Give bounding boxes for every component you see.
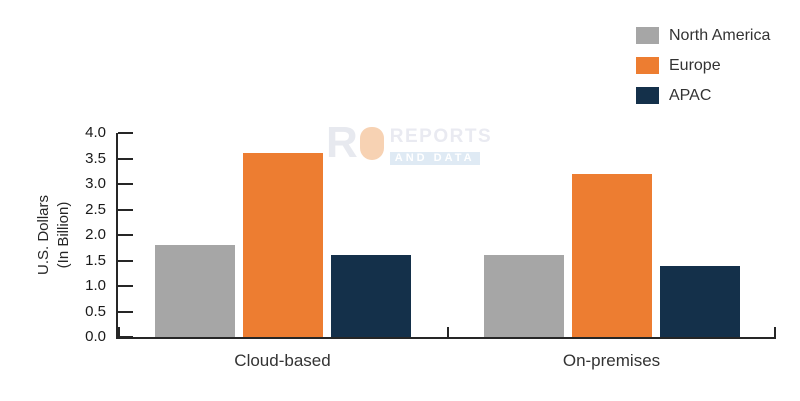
y-tick bbox=[118, 157, 133, 160]
x-tick bbox=[447, 327, 449, 337]
legend-item: Europe bbox=[636, 57, 770, 74]
y-tick bbox=[118, 259, 133, 262]
legend-label: North America bbox=[669, 26, 771, 44]
x-category-label: On-premises bbox=[562, 351, 661, 370]
x-category-label: Cloud-based bbox=[234, 351, 331, 370]
bar-north-america-on-premises bbox=[483, 255, 564, 337]
y-tick-label: 2.5 bbox=[85, 200, 106, 218]
y-tick bbox=[118, 310, 133, 313]
y-tick-label: 4.0 bbox=[85, 124, 106, 141]
y-tick-label: 3.0 bbox=[85, 175, 106, 192]
bar-apac-on-premises bbox=[659, 265, 740, 337]
y-tick-label: 3.5 bbox=[85, 149, 106, 167]
legend-swatch bbox=[636, 57, 659, 74]
y-tick-label: 0.5 bbox=[85, 302, 106, 320]
legend-swatch bbox=[636, 27, 659, 44]
bar-apac-cloud-based bbox=[330, 255, 411, 337]
legend-label: APAC bbox=[669, 86, 712, 104]
legend-label: Europe bbox=[669, 56, 721, 74]
y-tick bbox=[118, 183, 133, 185]
legend-item: APAC bbox=[636, 87, 770, 104]
y-tick-label: 0.0 bbox=[85, 328, 106, 345]
bar-europe-on-premises bbox=[571, 173, 652, 337]
y-tick-label: 1.5 bbox=[85, 251, 106, 269]
bar-north-america-cloud-based bbox=[154, 245, 235, 337]
y-tick bbox=[118, 234, 133, 236]
plot-area: 0.0 0.5 1.0 1.5 2.0 2.5 3.0 3.5 4.0 bbox=[85, 124, 776, 345]
bar-europe-cloud-based bbox=[242, 153, 323, 337]
legend: North America Europe APAC bbox=[636, 27, 770, 117]
y-tick-label: 1.0 bbox=[85, 277, 106, 294]
y-tick bbox=[118, 285, 133, 287]
y-axis-title-line1: U.S. Dollars bbox=[35, 194, 52, 276]
x-tick bbox=[774, 327, 776, 337]
y-tick bbox=[118, 132, 133, 134]
y-tick-label: 2.0 bbox=[85, 226, 106, 243]
y-tick bbox=[118, 208, 133, 211]
y-tick bbox=[118, 336, 133, 338]
legend-item: North America bbox=[636, 27, 770, 44]
legend-swatch bbox=[636, 87, 659, 104]
x-tick bbox=[118, 327, 120, 337]
